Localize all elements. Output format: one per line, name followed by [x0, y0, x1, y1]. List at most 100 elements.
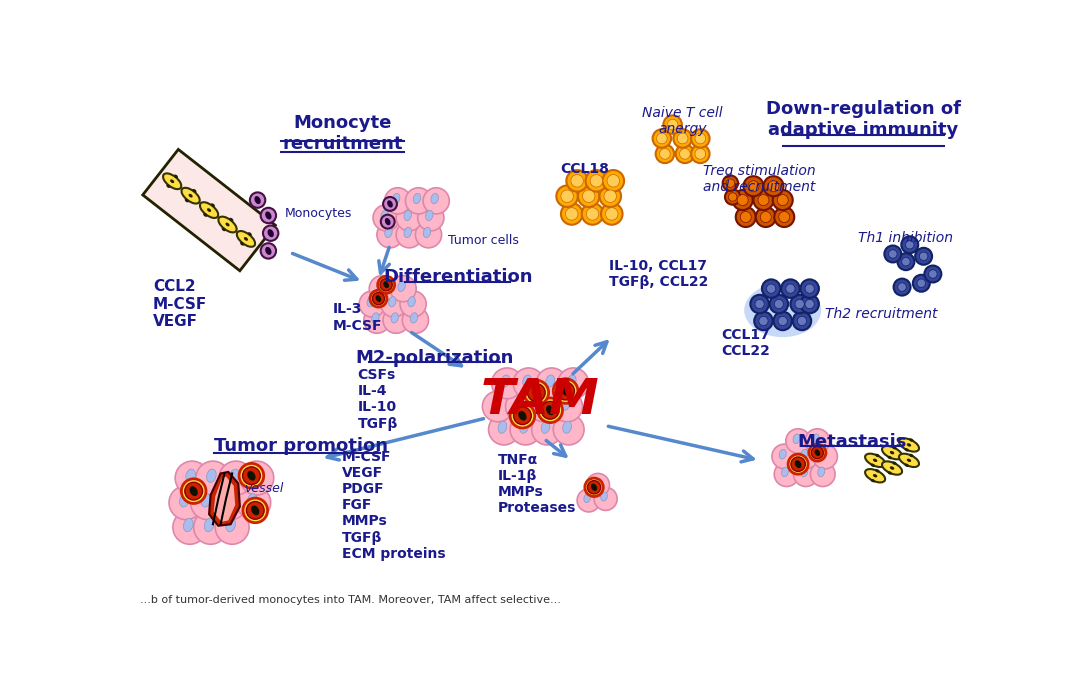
Ellipse shape: [229, 218, 233, 221]
Ellipse shape: [522, 375, 532, 387]
Circle shape: [656, 145, 674, 163]
Circle shape: [418, 205, 443, 231]
Ellipse shape: [247, 233, 252, 236]
Circle shape: [667, 119, 678, 130]
Ellipse shape: [392, 193, 400, 203]
Ellipse shape: [779, 449, 787, 459]
Ellipse shape: [515, 398, 523, 410]
Circle shape: [790, 295, 809, 313]
Circle shape: [791, 457, 805, 471]
Circle shape: [774, 462, 798, 486]
Circle shape: [810, 462, 835, 486]
Circle shape: [797, 316, 807, 326]
Ellipse shape: [875, 469, 879, 473]
Ellipse shape: [882, 462, 902, 475]
Circle shape: [770, 295, 788, 313]
Circle shape: [760, 212, 772, 223]
Circle shape: [558, 368, 588, 399]
Circle shape: [811, 446, 823, 459]
Circle shape: [483, 391, 513, 422]
Circle shape: [726, 179, 734, 188]
Circle shape: [905, 241, 914, 249]
Circle shape: [755, 300, 764, 309]
Circle shape: [691, 129, 710, 147]
Circle shape: [676, 145, 694, 163]
Ellipse shape: [372, 313, 379, 323]
Circle shape: [805, 284, 814, 293]
Ellipse shape: [398, 281, 405, 291]
Circle shape: [213, 486, 247, 520]
Ellipse shape: [207, 208, 211, 212]
Text: CCL17
CCL22: CCL17 CCL22: [721, 328, 770, 358]
Circle shape: [759, 316, 769, 326]
Circle shape: [917, 279, 925, 287]
Circle shape: [383, 197, 397, 211]
Ellipse shape: [174, 174, 178, 179]
Ellipse shape: [873, 474, 877, 477]
Circle shape: [400, 291, 426, 317]
Circle shape: [586, 208, 599, 220]
Ellipse shape: [781, 467, 789, 477]
Ellipse shape: [184, 199, 189, 202]
Ellipse shape: [907, 444, 911, 446]
Ellipse shape: [538, 398, 547, 410]
Circle shape: [173, 511, 207, 545]
Ellipse shape: [909, 454, 914, 457]
Circle shape: [902, 257, 910, 266]
Circle shape: [532, 414, 563, 445]
Ellipse shape: [546, 406, 554, 415]
Ellipse shape: [163, 174, 181, 189]
Ellipse shape: [875, 454, 879, 457]
Ellipse shape: [252, 505, 259, 516]
Circle shape: [732, 190, 753, 210]
Text: Th2 recruitment: Th2 recruitment: [825, 307, 938, 321]
Circle shape: [663, 116, 682, 134]
Text: Monocyte
recruitment: Monocyte recruitment: [282, 114, 403, 153]
Circle shape: [762, 280, 780, 298]
Ellipse shape: [423, 227, 431, 237]
Ellipse shape: [890, 451, 894, 455]
Circle shape: [175, 461, 209, 495]
Circle shape: [793, 311, 811, 330]
Circle shape: [781, 280, 800, 298]
Circle shape: [261, 208, 276, 224]
Ellipse shape: [205, 518, 214, 531]
Text: IL-3
M-CSF: IL-3 M-CSF: [333, 302, 382, 333]
Circle shape: [602, 170, 624, 192]
Ellipse shape: [410, 313, 418, 323]
Circle shape: [788, 454, 808, 474]
Circle shape: [763, 176, 784, 197]
Ellipse shape: [219, 217, 237, 233]
Circle shape: [924, 266, 941, 282]
Circle shape: [599, 185, 621, 207]
Ellipse shape: [905, 448, 909, 451]
Ellipse shape: [866, 454, 885, 467]
Ellipse shape: [820, 449, 827, 459]
Circle shape: [237, 486, 271, 520]
Ellipse shape: [385, 227, 392, 237]
Ellipse shape: [801, 467, 808, 477]
Circle shape: [405, 188, 432, 214]
Circle shape: [695, 149, 706, 159]
Ellipse shape: [591, 484, 597, 491]
Circle shape: [553, 414, 584, 445]
Circle shape: [220, 461, 253, 495]
Circle shape: [556, 185, 578, 207]
Circle shape: [513, 368, 544, 399]
Circle shape: [928, 270, 937, 278]
Ellipse shape: [179, 493, 190, 507]
Ellipse shape: [871, 479, 875, 482]
Circle shape: [488, 414, 519, 445]
Circle shape: [605, 208, 618, 220]
Ellipse shape: [793, 434, 801, 444]
Ellipse shape: [431, 193, 438, 203]
Circle shape: [677, 133, 688, 144]
Ellipse shape: [244, 237, 248, 241]
Text: Monocytes: Monocytes: [285, 208, 352, 221]
Ellipse shape: [229, 469, 239, 482]
Circle shape: [511, 403, 535, 428]
Ellipse shape: [532, 388, 540, 397]
Text: IL-10, CCL17
TGFβ, CCL22: IL-10, CCL17 TGFβ, CCL22: [610, 259, 709, 289]
Ellipse shape: [561, 398, 570, 410]
Circle shape: [912, 275, 930, 292]
